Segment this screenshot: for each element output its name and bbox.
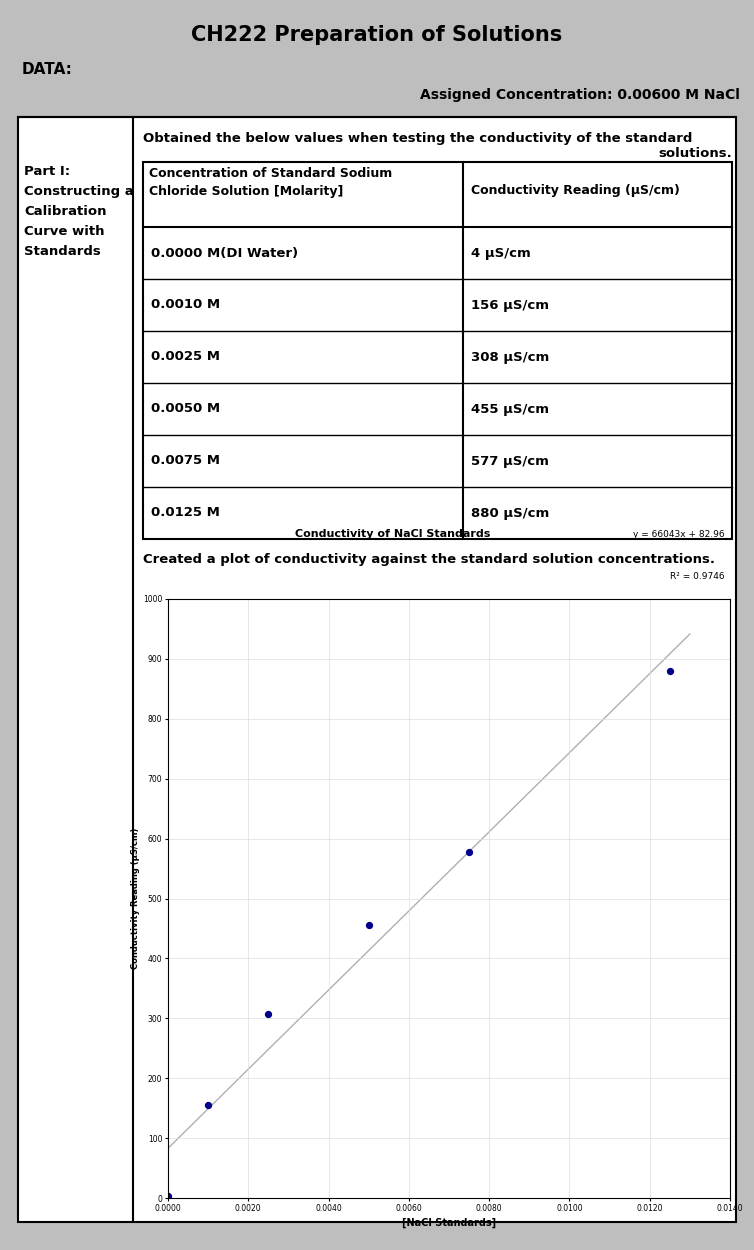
Y-axis label: Conductivity Reading (μS/cm): Conductivity Reading (μS/cm) <box>131 828 140 969</box>
Text: 577 μS/cm: 577 μS/cm <box>471 455 549 468</box>
Text: 0.0025 M: 0.0025 M <box>151 350 220 364</box>
Point <box>363 915 375 935</box>
Text: Concentration of Standard Sodium
Chloride Solution [Molarity]: Concentration of Standard Sodium Chlorid… <box>149 168 392 198</box>
Text: 880 μS/cm: 880 μS/cm <box>471 506 549 520</box>
Text: DATA:: DATA: <box>22 62 73 78</box>
Text: Conductivity of NaCl Standards: Conductivity of NaCl Standards <box>295 529 491 539</box>
Point <box>162 1185 174 1205</box>
Text: 0.0125 M: 0.0125 M <box>151 506 220 520</box>
Text: 455 μS/cm: 455 μS/cm <box>471 402 549 415</box>
Text: 156 μS/cm: 156 μS/cm <box>471 299 549 311</box>
Text: 0.0000 M(DI Water): 0.0000 M(DI Water) <box>151 246 298 260</box>
Text: Part I:
Constructing a
Calibration
Curve with
Standards: Part I: Constructing a Calibration Curve… <box>24 165 133 258</box>
Text: 308 μS/cm: 308 μS/cm <box>471 350 549 364</box>
Bar <box>18 118 736 1222</box>
X-axis label: [NaCl Standards]: [NaCl Standards] <box>402 1218 496 1229</box>
Text: 0.0075 M: 0.0075 M <box>151 455 220 468</box>
Text: 0.0010 M: 0.0010 M <box>151 299 220 311</box>
Point <box>664 661 676 681</box>
Text: R² = 0.9746: R² = 0.9746 <box>670 572 725 581</box>
Text: y = 66043x + 82.96: y = 66043x + 82.96 <box>633 530 725 539</box>
Text: CH222 Preparation of Solutions: CH222 Preparation of Solutions <box>192 25 562 45</box>
Bar <box>163 534 735 1202</box>
Text: solutions.: solutions. <box>658 148 732 160</box>
Bar <box>143 162 732 539</box>
Text: Created a plot of conductivity against the standard solution concentrations.: Created a plot of conductivity against t… <box>143 552 715 566</box>
Text: 0.0050 M: 0.0050 M <box>151 402 220 415</box>
Text: 4 μS/cm: 4 μS/cm <box>471 246 531 260</box>
Point <box>202 1095 214 1115</box>
Text: Obtained the below values when testing the conductivity of the standard: Obtained the below values when testing t… <box>143 132 692 145</box>
Point <box>463 842 475 862</box>
Point <box>262 1004 274 1024</box>
Text: Assigned Concentration: 0.00600 M NaCl: Assigned Concentration: 0.00600 M NaCl <box>420 88 740 103</box>
Text: Conductivity Reading (μS/cm): Conductivity Reading (μS/cm) <box>471 184 680 198</box>
